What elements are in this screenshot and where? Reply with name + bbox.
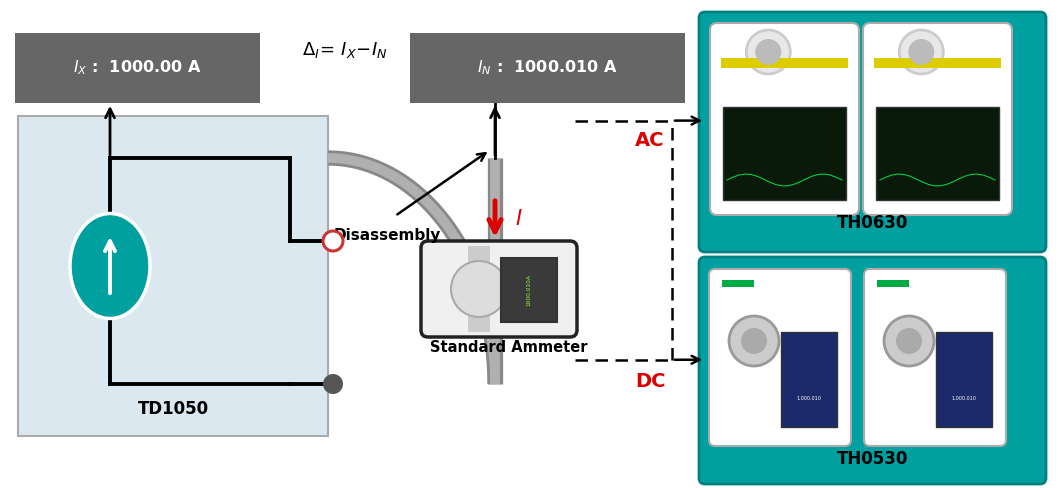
Text: 1000.010A: 1000.010A (527, 274, 531, 306)
FancyBboxPatch shape (710, 23, 859, 215)
FancyBboxPatch shape (501, 258, 556, 322)
FancyBboxPatch shape (876, 107, 999, 200)
Circle shape (323, 231, 343, 251)
FancyBboxPatch shape (709, 269, 851, 446)
Text: $\mathit{I_N}$ :  1000.010 A: $\mathit{I_N}$ : 1000.010 A (477, 59, 618, 78)
Circle shape (756, 39, 781, 65)
Text: AC: AC (635, 131, 665, 150)
FancyBboxPatch shape (469, 246, 490, 332)
FancyBboxPatch shape (699, 12, 1046, 252)
FancyBboxPatch shape (421, 241, 577, 337)
Text: Disassembly: Disassembly (333, 228, 441, 243)
FancyBboxPatch shape (722, 280, 754, 287)
FancyBboxPatch shape (15, 33, 260, 103)
Circle shape (741, 328, 767, 354)
Circle shape (896, 328, 922, 354)
Circle shape (899, 30, 943, 74)
Circle shape (746, 30, 791, 74)
Circle shape (729, 316, 779, 366)
Text: $\Delta_I\!=\!\ \mathit{I_X}\! -\! \mathit{I_N}$: $\Delta_I\!=\!\ \mathit{I_X}\! -\! \math… (302, 40, 388, 60)
Text: 1.000.010: 1.000.010 (796, 395, 822, 401)
Circle shape (323, 374, 343, 394)
Circle shape (450, 261, 507, 317)
Text: $\mathit{I_X}$ :  1000.00 A: $\mathit{I_X}$ : 1000.00 A (73, 59, 201, 78)
FancyBboxPatch shape (936, 332, 991, 427)
FancyBboxPatch shape (699, 257, 1046, 484)
FancyBboxPatch shape (723, 107, 846, 200)
FancyBboxPatch shape (874, 58, 1001, 68)
FancyBboxPatch shape (721, 58, 848, 68)
Text: TH0530: TH0530 (836, 450, 908, 468)
Text: TD1050: TD1050 (138, 400, 209, 418)
Text: TH0630: TH0630 (836, 214, 908, 232)
FancyBboxPatch shape (864, 269, 1006, 446)
FancyBboxPatch shape (863, 23, 1012, 215)
Circle shape (908, 39, 934, 65)
FancyBboxPatch shape (780, 332, 836, 427)
Circle shape (884, 316, 934, 366)
FancyBboxPatch shape (18, 116, 328, 436)
Text: 1.000.010: 1.000.010 (951, 395, 976, 401)
Ellipse shape (70, 214, 151, 319)
Text: Standard Ammeter: Standard Ammeter (430, 340, 587, 355)
FancyBboxPatch shape (877, 280, 909, 287)
FancyBboxPatch shape (410, 33, 685, 103)
Text: $\it{I}$: $\it{I}$ (515, 209, 523, 229)
Text: DC: DC (635, 372, 666, 391)
